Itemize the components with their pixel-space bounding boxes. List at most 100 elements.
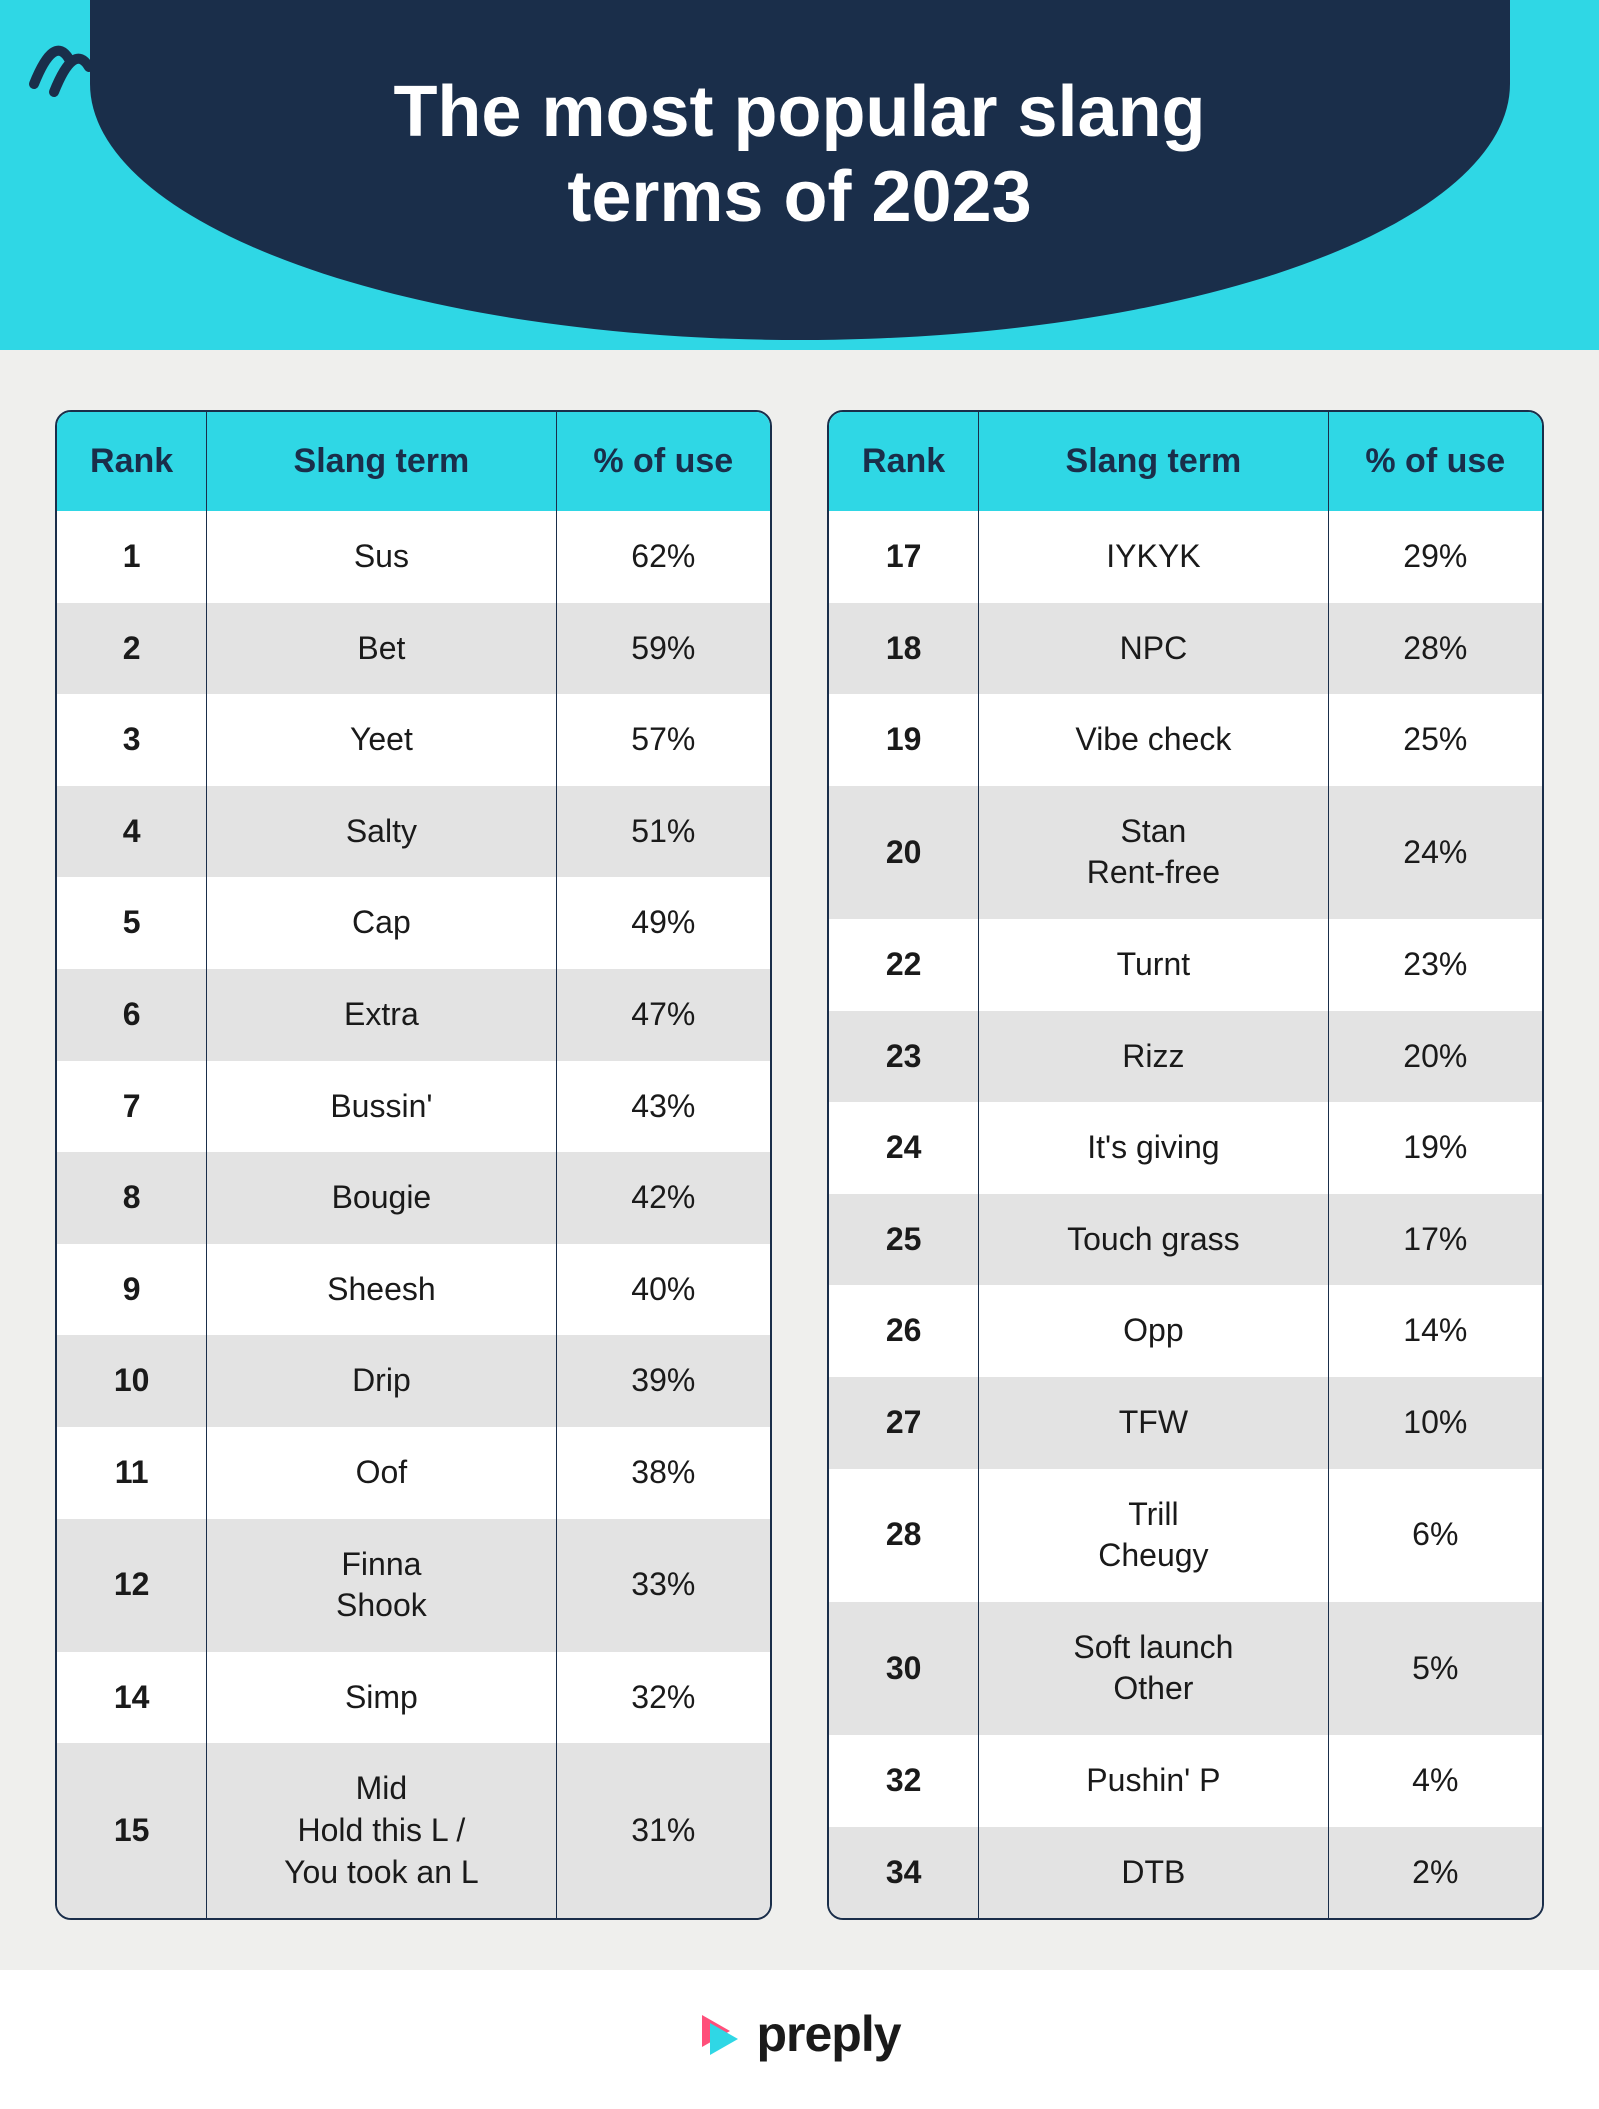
cell-term: Bougie: [207, 1152, 556, 1244]
cell-term: Cap: [207, 877, 556, 969]
cell-term: It's giving: [979, 1102, 1328, 1194]
cell-rank: 22: [829, 919, 979, 1011]
decorative-squiggle-icon: [24, 24, 114, 104]
cell-pct: 10%: [1328, 1377, 1542, 1469]
cell-term: FinnaShook: [207, 1519, 556, 1652]
cell-pct: 25%: [1328, 694, 1542, 786]
cell-pct: 32%: [556, 1652, 770, 1744]
col-rank: Rank: [57, 412, 207, 511]
table-row: 19Vibe check25%: [829, 694, 1542, 786]
table-row: 24It's giving19%: [829, 1102, 1542, 1194]
table-row: 10Drip39%: [57, 1335, 770, 1427]
content-area: Rank Slang term % of use 1Sus62%2Bet59%3…: [0, 350, 1599, 1970]
table-row: 7Bussin'43%: [57, 1061, 770, 1153]
cell-rank: 34: [829, 1827, 979, 1919]
cell-rank: 25: [829, 1194, 979, 1286]
cell-rank: 11: [57, 1427, 207, 1519]
table-row: 3Yeet57%: [57, 694, 770, 786]
cell-term: Bet: [207, 603, 556, 695]
table-row: 12FinnaShook33%: [57, 1519, 770, 1652]
cell-term: Sus: [207, 511, 556, 603]
preply-logo-icon: [698, 2009, 742, 2059]
cell-rank: 3: [57, 694, 207, 786]
cell-term: Bussin': [207, 1061, 556, 1153]
table-row: 14Simp32%: [57, 1652, 770, 1744]
cell-rank: 28: [829, 1469, 979, 1602]
cell-rank: 27: [829, 1377, 979, 1469]
table-row: 22Turnt23%: [829, 919, 1542, 1011]
cell-pct: 42%: [556, 1152, 770, 1244]
cell-term: Extra: [207, 969, 556, 1061]
cell-rank: 23: [829, 1011, 979, 1103]
cell-term: Drip: [207, 1335, 556, 1427]
cell-pct: 62%: [556, 511, 770, 603]
cell-pct: 57%: [556, 694, 770, 786]
cell-pct: 2%: [1328, 1827, 1542, 1919]
cell-pct: 29%: [1328, 511, 1542, 603]
col-term: Slang term: [979, 412, 1328, 511]
cell-pct: 28%: [1328, 603, 1542, 695]
col-rank: Rank: [829, 412, 979, 511]
cell-rank: 24: [829, 1102, 979, 1194]
cell-term: NPC: [979, 603, 1328, 695]
col-pct: % of use: [556, 412, 770, 511]
cell-term: Salty: [207, 786, 556, 878]
cell-rank: 17: [829, 511, 979, 603]
cell-pct: 31%: [556, 1743, 770, 1918]
table-row: 25Touch grass17%: [829, 1194, 1542, 1286]
cell-pct: 51%: [556, 786, 770, 878]
cell-rank: 9: [57, 1244, 207, 1336]
cell-term: Yeet: [207, 694, 556, 786]
title-line-1: The most popular slang: [393, 72, 1205, 152]
cell-pct: 23%: [1328, 919, 1542, 1011]
cell-rank: 19: [829, 694, 979, 786]
cell-pct: 4%: [1328, 1735, 1542, 1827]
cell-rank: 8: [57, 1152, 207, 1244]
table-row: 20StanRent-free24%: [829, 786, 1542, 919]
table-row: 5Cap49%: [57, 877, 770, 969]
cell-rank: 32: [829, 1735, 979, 1827]
slang-table-right: Rank Slang term % of use 17IYKYK29%18NPC…: [827, 410, 1544, 1920]
cell-term: StanRent-free: [979, 786, 1328, 919]
table-row: 4Salty51%: [57, 786, 770, 878]
page-title: The most popular slang terms of 2023: [0, 0, 1599, 240]
table-row: 2Bet59%: [57, 603, 770, 695]
table-row: 6Extra47%: [57, 969, 770, 1061]
cell-term: Pushin' P: [979, 1735, 1328, 1827]
header: The most popular slang terms of 2023: [0, 0, 1599, 350]
table-row: 32Pushin' P4%: [829, 1735, 1542, 1827]
cell-term: Vibe check: [979, 694, 1328, 786]
table-row: 9Sheesh40%: [57, 1244, 770, 1336]
col-pct: % of use: [1328, 412, 1542, 511]
table-row: 17IYKYK29%: [829, 511, 1542, 603]
cell-rank: 12: [57, 1519, 207, 1652]
table-row: 26Opp14%: [829, 1285, 1542, 1377]
table-row: 30Soft launchOther5%: [829, 1602, 1542, 1735]
cell-rank: 4: [57, 786, 207, 878]
cell-pct: 6%: [1328, 1469, 1542, 1602]
table-row: 34DTB2%: [829, 1827, 1542, 1919]
cell-rank: 14: [57, 1652, 207, 1744]
cell-pct: 20%: [1328, 1011, 1542, 1103]
table-row: 18NPC28%: [829, 603, 1542, 695]
cell-pct: 59%: [556, 603, 770, 695]
cell-pct: 40%: [556, 1244, 770, 1336]
cell-rank: 5: [57, 877, 207, 969]
cell-pct: 39%: [556, 1335, 770, 1427]
cell-term: Turnt: [979, 919, 1328, 1011]
cell-pct: 49%: [556, 877, 770, 969]
cell-term: TFW: [979, 1377, 1328, 1469]
cell-term: IYKYK: [979, 511, 1328, 603]
brand-logo: preply: [698, 2005, 900, 2063]
cell-pct: 24%: [1328, 786, 1542, 919]
slang-table-left: Rank Slang term % of use 1Sus62%2Bet59%3…: [55, 410, 772, 1920]
cell-rank: 18: [829, 603, 979, 695]
cell-pct: 33%: [556, 1519, 770, 1652]
cell-term: Oof: [207, 1427, 556, 1519]
brand-name: preply: [756, 2005, 900, 2063]
footer: preply: [0, 1970, 1599, 2109]
table-header-row: Rank Slang term % of use: [57, 412, 770, 511]
cell-term: Simp: [207, 1652, 556, 1744]
cell-pct: 43%: [556, 1061, 770, 1153]
cell-pct: 47%: [556, 969, 770, 1061]
